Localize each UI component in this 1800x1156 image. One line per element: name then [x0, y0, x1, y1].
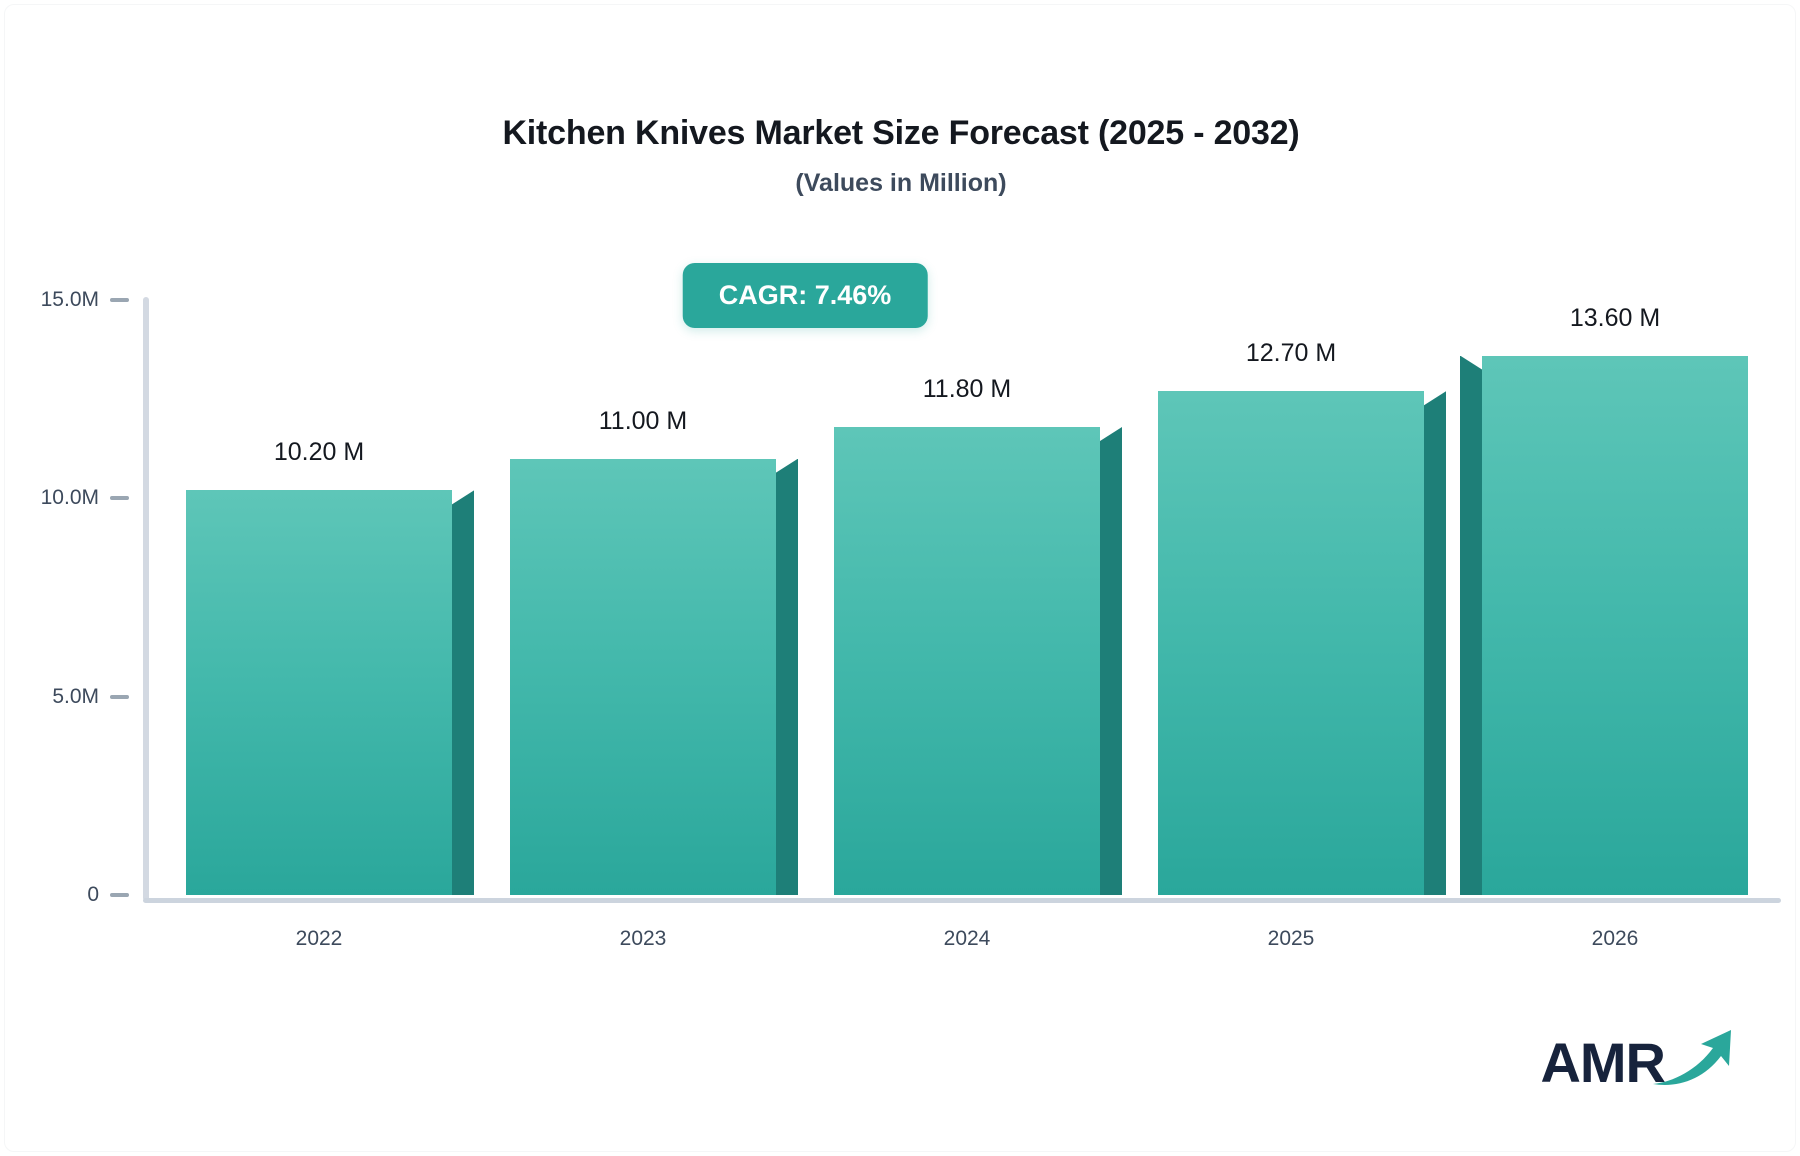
- plot-area: 15.0M 10.0M 5.0M 0 2022 2023 2024 2025 2026 10.…: [5, 5, 1797, 1153]
- y-axis-tick: 10.0M: [5, 486, 135, 510]
- logo-text: AMR: [1540, 1030, 1666, 1094]
- bar-side-face: [452, 490, 474, 895]
- bar: [1460, 355, 1748, 895]
- y-axis-tick-label: 15.0M: [40, 288, 99, 311]
- x-axis-tick-label: 2026: [1591, 927, 1639, 950]
- bar-front-face: [1158, 391, 1424, 895]
- bar-front-face: [186, 490, 452, 895]
- x-axis-tick-label: 2024: [943, 927, 991, 950]
- bar: [186, 490, 474, 895]
- bar-front-face: [1482, 355, 1748, 895]
- y-axis-tick: 15.0M: [5, 288, 135, 311]
- chart-title: Kitchen Knives Market Size Forecast (202…: [502, 114, 1300, 152]
- y-axis-tick-label: 10.0M: [40, 486, 99, 510]
- bar-value-label: 11.00 M: [598, 406, 688, 435]
- y-axis-tick-mark: [110, 496, 129, 501]
- y-axis-tick: 0: [5, 883, 135, 906]
- bar-side-face: [1100, 426, 1122, 895]
- bar: [510, 458, 798, 895]
- y-axis-tick-label: 5.0M: [52, 684, 99, 708]
- x-axis-tick-label: 2023: [619, 927, 667, 950]
- bar: [834, 426, 1122, 895]
- y-axis-line: [143, 297, 149, 901]
- bar-side-face: [1424, 391, 1446, 895]
- y-axis-tick-mark: [110, 694, 129, 699]
- cagr-badge: CAGR: 7.46%: [682, 263, 928, 328]
- x-axis-tick-label: 2025: [1267, 927, 1315, 950]
- bar-value-label: 13.60 M: [1569, 303, 1661, 332]
- bar-front-face: [834, 426, 1100, 895]
- x-axis-tick-label: 2022: [295, 927, 343, 950]
- y-axis-tick-mark: [110, 893, 129, 897]
- chart-card: Kitchen Knives Market Size Forecast (202…: [4, 4, 1796, 1152]
- bar-value-label: 10.20 M: [273, 438, 365, 467]
- bar-value-label: 11.80 M: [922, 374, 1012, 403]
- y-axis-tick: 5.0M: [5, 684, 135, 708]
- bars-layer: [5, 5, 1797, 1153]
- growth-arrow-icon: [1651, 1026, 1737, 1095]
- x-axis-line: [143, 898, 1781, 903]
- title-block: Kitchen Knives Market Size Forecast (202…: [5, 113, 1797, 198]
- bar-front-face: [510, 458, 776, 895]
- chart-subtitle: (Values in Million): [795, 168, 1007, 197]
- bar-side-face: [1460, 355, 1482, 895]
- amr-logo: AMR: [1540, 1026, 1737, 1099]
- bar-value-label: 12.70 M: [1245, 339, 1337, 368]
- y-axis-tick-mark: [110, 298, 129, 302]
- y-axis-tick-label: 0: [87, 883, 99, 906]
- bar: [1158, 391, 1446, 895]
- bar-side-face: [776, 458, 798, 895]
